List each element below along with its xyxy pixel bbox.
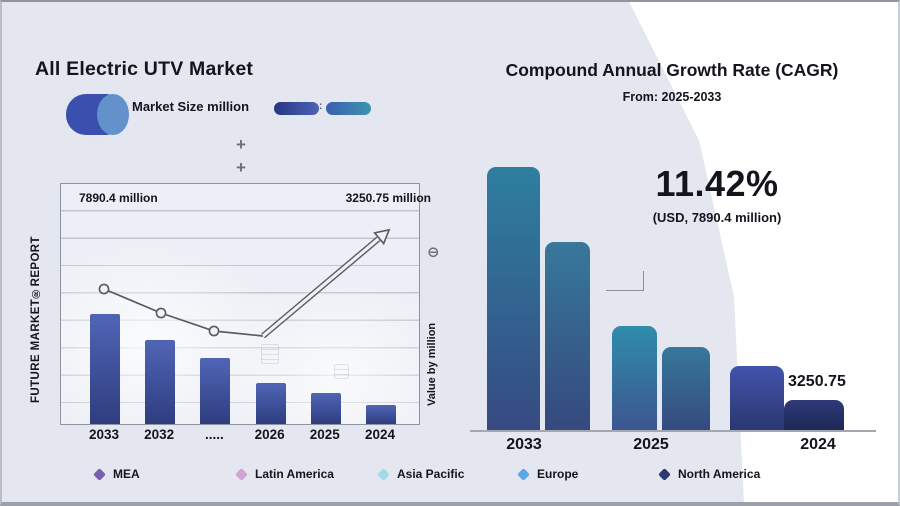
cagr-detail: (USD, 7890.4 million) — [652, 210, 782, 225]
market-bar-2024 — [366, 405, 396, 424]
ratio-pill-left-icon — [274, 102, 319, 115]
x-tick-label: 2026 — [254, 427, 285, 442]
market-bar-2033 — [90, 314, 120, 424]
market-bar-2032 — [145, 340, 176, 424]
cagr-axis-line — [470, 430, 876, 432]
cylinder-cap — [97, 94, 129, 135]
end-value-label: 3250.75 — [788, 373, 846, 390]
zoom-in-icon-2[interactable]: + — [236, 158, 246, 177]
x-tick-label: 2025 — [309, 427, 340, 442]
cagr-x-tick-label: 2024 — [800, 436, 836, 453]
market-size-label: Market Size million — [132, 99, 250, 114]
cagr-bar-2024-1 — [730, 366, 784, 432]
market-bar-2026 — [255, 383, 286, 424]
market-bar-2025 — [310, 393, 341, 424]
cagr-bar-2024-2 — [784, 400, 844, 432]
cagr-x-tick-label: 2033 — [506, 436, 542, 453]
cagr-value: 11.42% — [655, 163, 779, 204]
market-chart-panel: 7890.4 million 3250.75 million — [60, 183, 431, 425]
ratio-pill-right-icon — [326, 102, 371, 115]
annotation-start-value: 7890.4 million — [79, 191, 158, 205]
ratio-colon: : — [319, 101, 323, 112]
annotation-end-value: 3250.75 million — [345, 191, 431, 205]
cagr-bar-2025-2 — [662, 347, 710, 432]
cagr-bar-2033-1 — [487, 167, 540, 432]
corner-bracket-shape — [606, 271, 644, 291]
cagr-bar-2025-1 — [612, 326, 657, 432]
cylinder-icon — [66, 94, 129, 135]
market-chart-x-labels: 2033 2032..... 2026 2025 2024 — [60, 427, 420, 445]
market-chart-bars — [61, 184, 419, 424]
cagr-period: From: 2025-2033 — [622, 90, 722, 104]
x-tick-label: 2033 — [88, 427, 120, 442]
cagr-title: Compound Annual Growth Rate (CAGR) — [505, 60, 839, 80]
cagr-x-tick-label: 2025 — [633, 436, 669, 453]
zoom-in-icon[interactable]: + — [236, 135, 246, 154]
x-tick-label: 2032 — [144, 427, 175, 442]
zoom-out-icon[interactable]: ⊖ — [427, 244, 440, 261]
cagr-bar-2033-2 — [545, 242, 590, 432]
x-tick-label: ..... — [205, 427, 224, 442]
x-tick-label: 2024 — [364, 427, 396, 442]
page-title: All Electric UTV Market — [35, 58, 254, 80]
trend-arrow-line — [98, 228, 391, 339]
market-bar-..... — [200, 358, 231, 424]
watermark-building-icon — [334, 364, 349, 379]
watermark-building-icon — [261, 344, 279, 364]
